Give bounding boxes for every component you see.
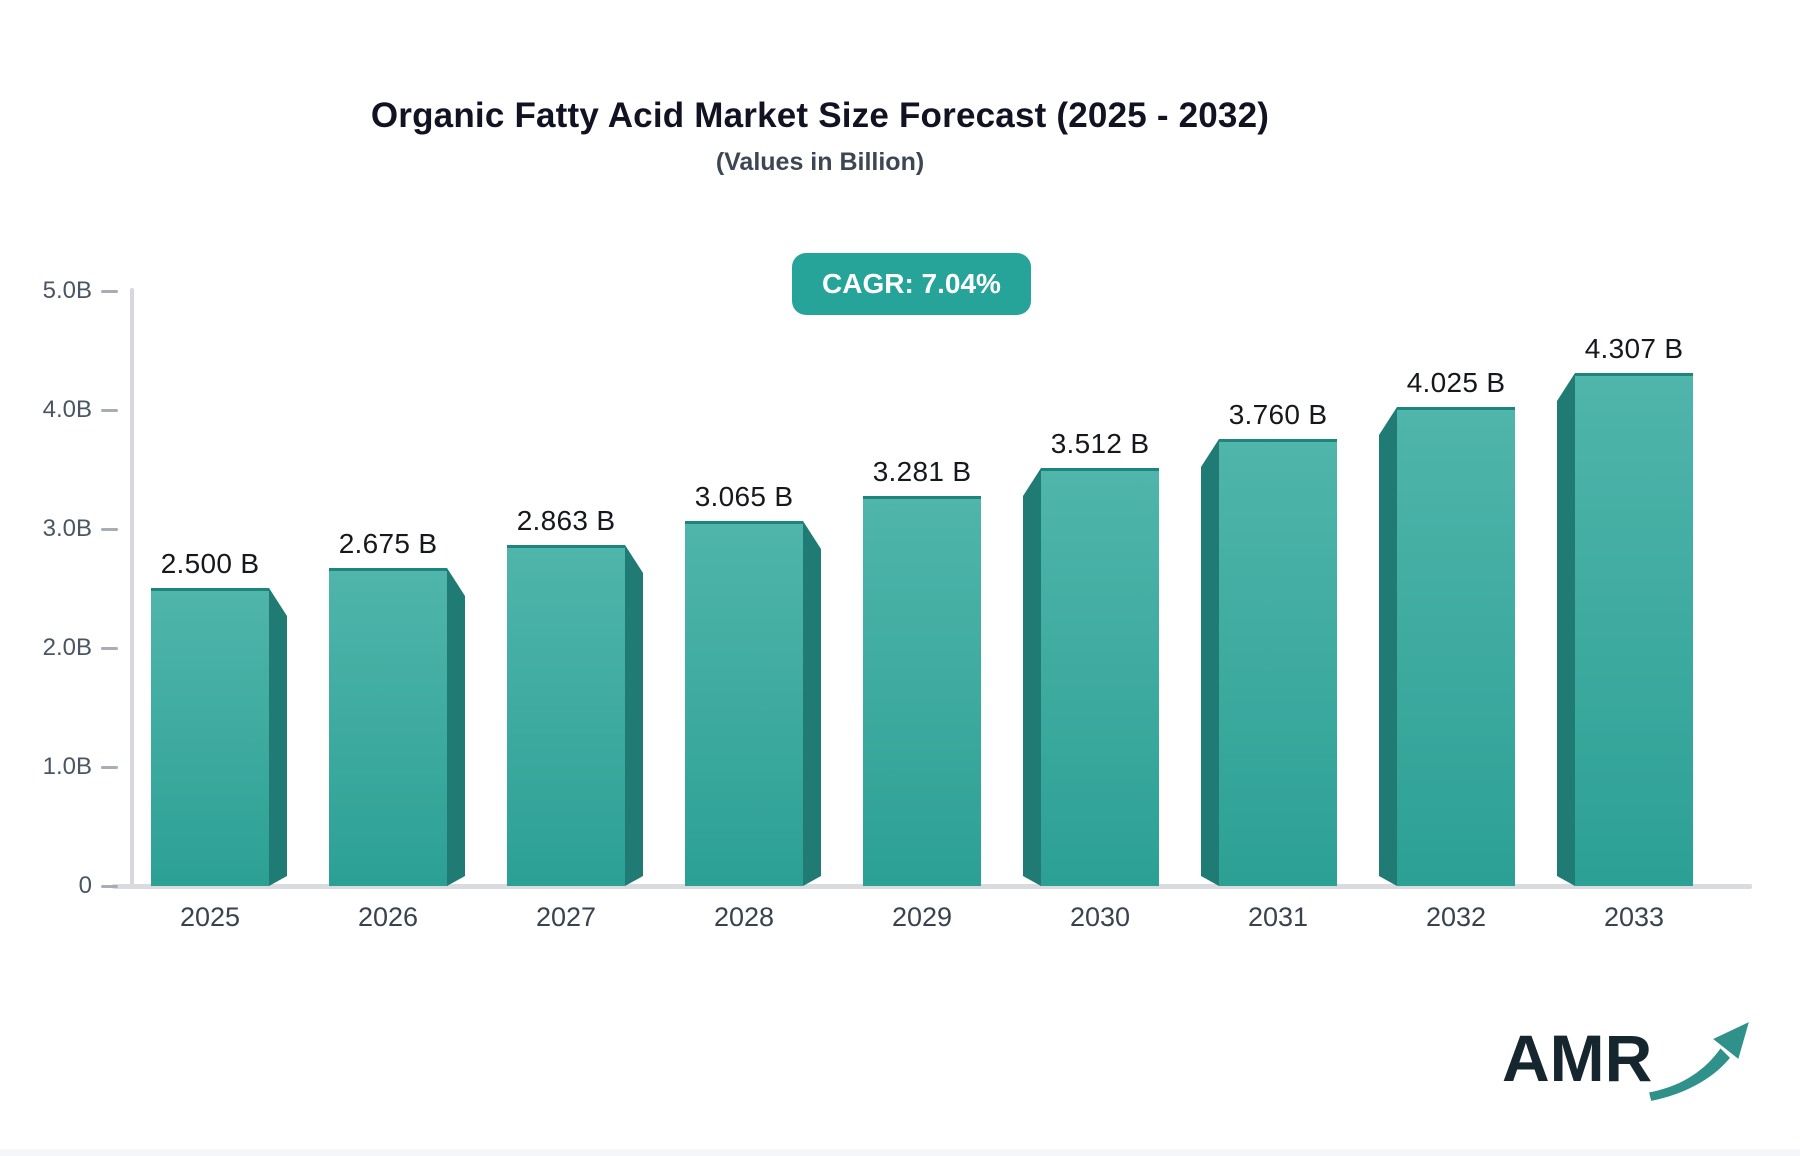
- brand-logo: AMR: [1502, 1018, 1752, 1104]
- bar-value-label: 4.025 B: [1406, 367, 1506, 398]
- y-axis-tick-mark: [101, 766, 118, 769]
- y-axis-tick-label: 4.0B: [42, 396, 92, 423]
- bar-2029: [863, 496, 981, 886]
- bar-value-label: 4.307 B: [1584, 333, 1684, 364]
- bar-value-label: 3.281 B: [872, 456, 972, 487]
- bar-value-label: 2.863 B: [516, 505, 616, 536]
- x-axis-label-2031: 2031: [1247, 902, 1309, 932]
- bar-2033: [1557, 373, 1693, 886]
- chart-subtitle: (Values in Billion): [715, 148, 925, 176]
- bottom-edge-strip: [0, 1149, 1800, 1156]
- growth-arrow-icon: [1649, 1022, 1749, 1101]
- y-axis-line: [130, 288, 134, 888]
- x-axis-label-2033: 2033: [1603, 902, 1665, 932]
- bar-2032: [1379, 407, 1515, 886]
- x-axis-label-2028: 2028: [713, 902, 775, 932]
- y-axis-tick-label: 0: [78, 872, 92, 899]
- y-axis-tick-mark: [101, 885, 118, 888]
- y-axis-tick-mark: [101, 647, 118, 650]
- bar-value-label: 3.760 B: [1228, 399, 1328, 430]
- y-axis-tick-label: 2.0B: [42, 634, 92, 661]
- x-axis-label-2026: 2026: [357, 902, 419, 932]
- y-axis-tick-mark: [101, 409, 118, 412]
- y-axis-tick-label: 5.0B: [42, 277, 92, 304]
- y-axis-tick-mark: [101, 528, 118, 531]
- bar-2025: [151, 588, 287, 886]
- bar-2026: [329, 568, 465, 886]
- chart-title: Organic Fatty Acid Market Size Forecast …: [370, 96, 1270, 135]
- x-axis-label-2032: 2032: [1425, 902, 1487, 932]
- bar-2031: [1201, 439, 1337, 886]
- y-axis-tick-label: 1.0B: [42, 753, 92, 780]
- bar-value-label: 2.500 B: [160, 548, 260, 579]
- bar-2030: [1023, 468, 1159, 886]
- bar-value-label: 3.512 B: [1050, 428, 1150, 459]
- brand-logo-text: AMR: [1502, 1021, 1653, 1095]
- x-axis-label-2030: 2030: [1069, 902, 1131, 932]
- y-axis-tick-mark: [101, 290, 118, 293]
- x-axis-label-2029: 2029: [891, 902, 953, 932]
- x-axis-label-2027: 2027: [535, 902, 597, 932]
- x-axis-baseline: [112, 884, 1752, 889]
- bar-value-label: 3.065 B: [694, 481, 794, 512]
- bar-2028: [685, 521, 821, 886]
- y-axis-tick-label: 3.0B: [42, 515, 92, 542]
- bar-2027: [507, 545, 643, 886]
- bar-value-label: 2.675 B: [338, 528, 438, 559]
- x-axis-label-2025: 2025: [179, 902, 241, 932]
- cagr-badge: CAGR: 7.04%: [792, 253, 1031, 315]
